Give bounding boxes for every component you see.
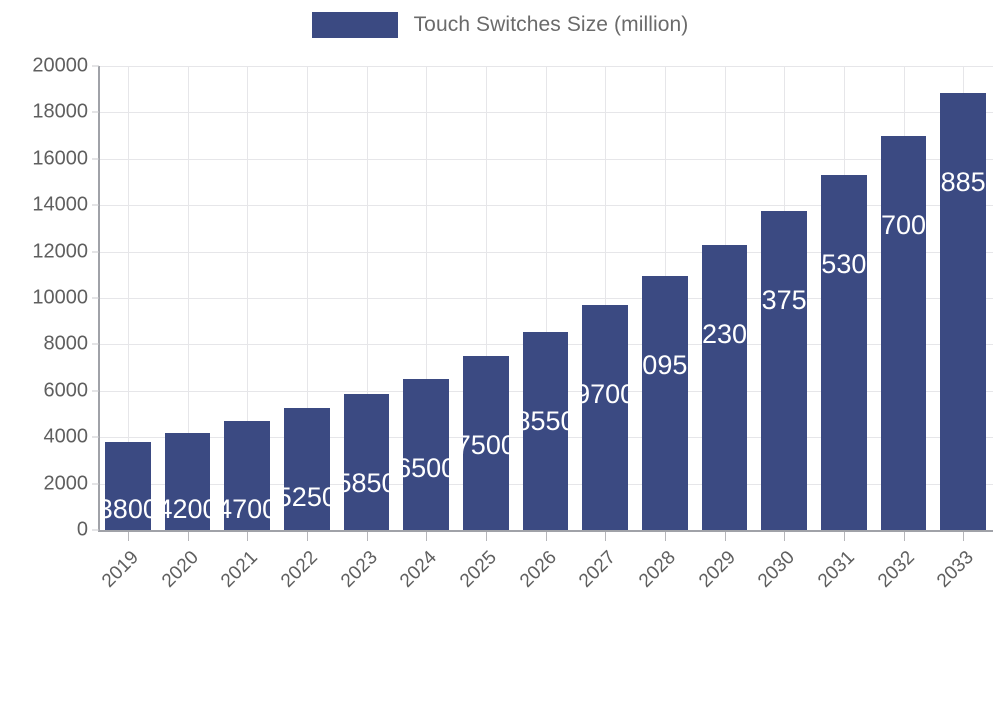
bar-value-label: 4700 — [224, 493, 270, 524]
bar-value-label: 6500 — [403, 453, 449, 484]
y-tick-mark — [92, 390, 99, 392]
x-tick-mark — [426, 532, 427, 541]
gridline-horizontal — [98, 298, 993, 299]
y-tick-label: 2000 — [43, 472, 89, 495]
gridline-horizontal — [98, 112, 993, 114]
x-tick-mark — [904, 532, 905, 541]
gridline-horizontal — [98, 66, 993, 67]
bar-chart: Touch Switches Size (million) 3800 4200 47… — [0, 0, 1000, 600]
x-tick-mark — [844, 532, 845, 541]
x-tick-mark — [784, 532, 785, 541]
bar-value-label: 15300 — [821, 249, 867, 280]
legend-item-touch-switches-size[interactable]: Touch Switches Size (million) — [311, 12, 689, 38]
x-tick-mark — [188, 532, 189, 541]
y-tick-mark — [92, 297, 99, 299]
plot-area: 3800 4200 4700 5250 5850 6500 7500 8550 9700 1095… — [98, 66, 993, 531]
bar[interactable]: 8550 — [522, 331, 569, 530]
legend-label: Touch Switches Size (million) — [413, 13, 689, 36]
bar-value-label: 5850 — [343, 468, 390, 499]
bar[interactable]: 12300 — [701, 244, 748, 530]
bar[interactable]: 15300 — [821, 175, 867, 530]
y-tick-mark — [92, 111, 99, 113]
gridline-vertical — [486, 66, 487, 530]
x-axis-spine — [98, 530, 993, 532]
bar-value-label: 10950 — [642, 349, 688, 380]
y-tick-label: 20000 — [32, 54, 88, 77]
x-tick-mark — [546, 532, 547, 541]
gridline-horizontal — [98, 205, 993, 207]
y-tick-mark — [92, 204, 99, 206]
y-tick-label: 12000 — [32, 240, 88, 263]
gridline-vertical — [367, 66, 368, 530]
bar-value-label: 12300 — [701, 318, 748, 349]
x-tick-mark — [605, 532, 606, 541]
gridline-vertical — [247, 66, 248, 530]
legend-swatch-icon — [311, 12, 398, 38]
bar-value-label: 9700 — [582, 378, 628, 409]
y-tick-label: 14000 — [32, 193, 88, 216]
x-tick-mark — [725, 532, 726, 541]
gridline-vertical — [307, 66, 308, 530]
y-tick-mark — [92, 436, 99, 438]
bar[interactable]: 4200 — [164, 432, 211, 530]
y-axis-ticks: 0 2000 4000 6000 8000 10000 12000 14000 16000 180… — [0, 0, 99, 600]
y-tick-label: 4000 — [43, 425, 89, 448]
gridline-horizontal — [98, 251, 993, 253]
bar[interactable]: 5850 — [343, 394, 390, 530]
bar-value-label: 13750 — [761, 285, 807, 315]
bar[interactable]: 6500 — [403, 379, 449, 530]
x-tick-mark — [665, 532, 666, 541]
x-tick-mark — [307, 532, 308, 541]
y-tick-mark — [92, 483, 99, 485]
bar[interactable]: 18850 — [940, 92, 986, 530]
chart-legend: Touch Switches Size (million) — [0, 12, 1000, 38]
x-tick-mark — [963, 532, 964, 541]
x-tick-mark — [128, 532, 129, 541]
bar-value-label: 5250 — [284, 482, 330, 513]
bar[interactable]: 9700 — [582, 304, 628, 530]
gridline-vertical — [605, 66, 606, 530]
gridline-vertical — [546, 66, 547, 530]
y-tick-mark — [92, 529, 99, 531]
bar-value-label: 18850 — [940, 166, 986, 197]
y-tick-mark — [92, 65, 99, 67]
y-tick-label: 0 — [76, 518, 88, 541]
x-tick-mark — [247, 532, 248, 541]
gridline-vertical — [426, 66, 427, 530]
y-tick-label: 6000 — [43, 379, 89, 402]
bar[interactable]: 4700 — [224, 420, 270, 530]
gridline-vertical — [188, 66, 189, 530]
bar-value-label: 8550 — [522, 405, 569, 436]
bar[interactable]: 13750 — [761, 211, 807, 530]
x-tick-mark — [367, 532, 368, 541]
bar[interactable]: 7500 — [463, 356, 509, 530]
gridline-vertical — [128, 66, 129, 530]
y-axis-spine — [98, 66, 100, 531]
y-tick-mark — [92, 251, 99, 253]
bar[interactable]: 17000 — [880, 135, 927, 530]
bar[interactable]: 3800 — [105, 441, 151, 530]
x-tick-mark — [486, 532, 487, 541]
gridline-horizontal — [98, 158, 993, 160]
bar-value-label: 7500 — [463, 430, 509, 460]
bar-value-label: 3800 — [105, 493, 151, 524]
bar[interactable]: 10950 — [642, 275, 688, 530]
y-tick-label: 8000 — [43, 332, 89, 355]
bar[interactable]: 5250 — [284, 408, 330, 530]
bar-value-label: 17000 — [880, 209, 927, 240]
bar-value-label: 4200 — [164, 493, 211, 524]
y-tick-label: 10000 — [32, 286, 88, 309]
y-tick-mark — [92, 343, 99, 345]
y-tick-label: 18000 — [32, 100, 88, 123]
y-tick-mark — [92, 158, 99, 160]
y-tick-label: 16000 — [32, 147, 88, 170]
